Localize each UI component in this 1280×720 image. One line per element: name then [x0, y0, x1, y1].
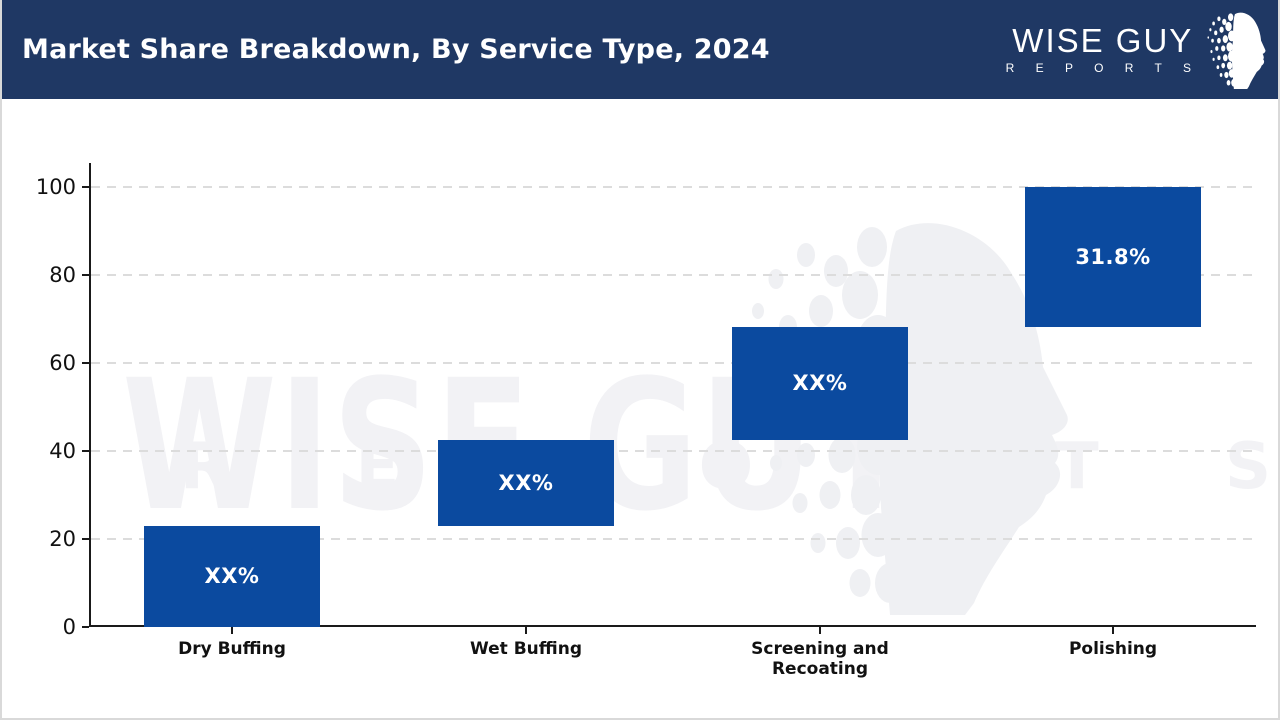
y-tick-mark	[82, 537, 89, 540]
bar-segment: XX%	[144, 525, 320, 627]
y-tick-label: 40	[49, 438, 76, 463]
watermark-tagline-text: R E P O R T S	[180, 430, 1280, 504]
gridline	[91, 185, 1256, 188]
gridline	[91, 273, 1256, 276]
y-tick-label: 100	[35, 174, 76, 199]
brand-head-icon	[1207, 12, 1266, 89]
chart-area: WISE GUY R E P O R T S 0 20 40 60 80 100 XX% X…	[2, 99, 1280, 718]
bar-value-label: 31.8%	[1075, 244, 1151, 269]
bar-value-label: XX%	[498, 470, 554, 495]
x-category-label: Dry Buffing	[178, 639, 286, 659]
bar-segment: XX%	[732, 326, 908, 440]
x-tick-mark	[231, 627, 233, 634]
bar-segment: XX%	[438, 439, 614, 526]
gridline	[91, 449, 1256, 452]
brand-tagline: R E P O R T S	[1005, 60, 1200, 75]
brand-name: WISE GUY	[1012, 22, 1194, 60]
y-tick-label: 0	[62, 614, 76, 639]
bar-segment: 31.8%	[1025, 186, 1201, 327]
x-category-label: Polishing	[1068, 639, 1158, 659]
gridline	[91, 537, 1256, 540]
brand-logo-text: WISE GUY R E P O R T S	[1006, 24, 1200, 75]
x-tick-mark	[1112, 627, 1114, 634]
y-tick-mark	[82, 625, 89, 628]
y-tick-mark	[82, 273, 89, 276]
bar-value-label: XX%	[204, 564, 260, 589]
y-axis-line	[89, 163, 91, 627]
x-category-label: Wet Buffing	[469, 639, 582, 659]
x-tick-mark	[525, 627, 527, 634]
y-tick-label: 60	[49, 350, 76, 375]
y-tick-mark	[82, 449, 89, 452]
y-tick-mark	[82, 361, 89, 364]
bar-value-label: XX%	[792, 371, 848, 396]
y-tick-mark	[82, 185, 89, 188]
gridline	[91, 361, 1256, 364]
y-tick-label: 80	[49, 262, 76, 287]
brand-logo: WISE GUY R E P O R T S	[1006, 11, 1268, 89]
x-tick-mark	[819, 627, 821, 634]
y-tick-label: 20	[49, 526, 76, 551]
page-title: Market Share Breakdown, By Service Type,…	[22, 34, 770, 65]
header: Market Share Breakdown, By Service Type,…	[2, 0, 1278, 99]
x-axis-line	[89, 625, 1256, 627]
x-category-label: Screening and Recoating	[751, 639, 889, 679]
